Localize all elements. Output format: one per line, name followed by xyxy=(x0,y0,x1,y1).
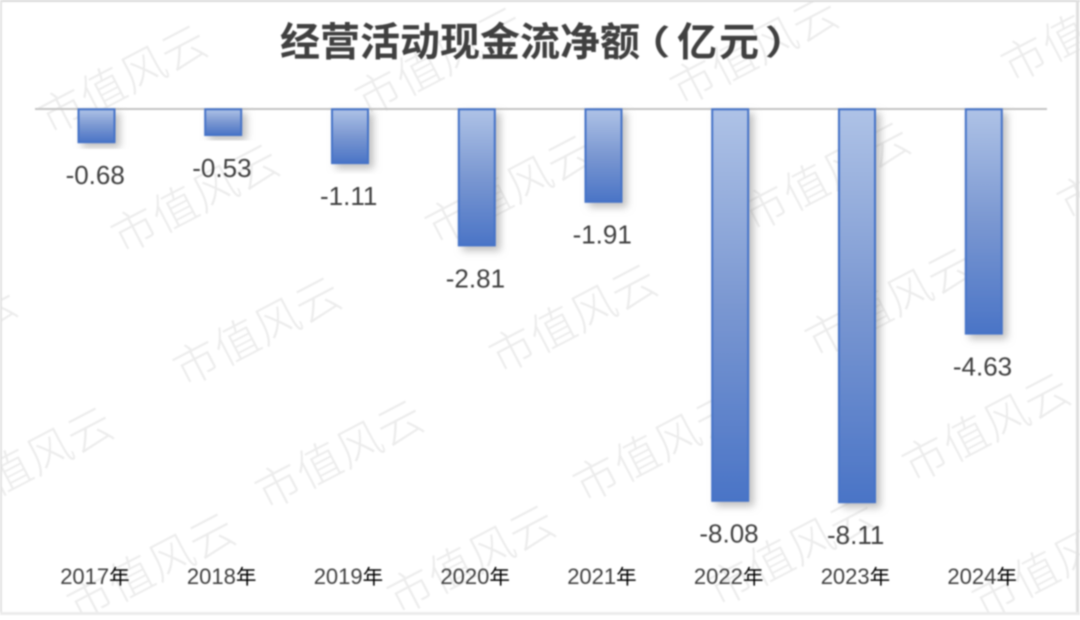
svg-text:-8.11: -8.11 xyxy=(827,520,884,550)
svg-text:-4.63: -4.63 xyxy=(953,352,1012,382)
svg-text:2017: 2017 xyxy=(60,564,109,589)
svg-text:-0.68: -0.68 xyxy=(66,160,125,190)
svg-text:-1.91: -1.91 xyxy=(573,220,632,250)
svg-text:2018: 2018 xyxy=(187,564,236,589)
svg-text:-2.81: -2.81 xyxy=(446,263,505,293)
svg-text:-8.08: -8.08 xyxy=(699,519,758,549)
svg-text:2024: 2024 xyxy=(947,564,996,589)
svg-text:2019: 2019 xyxy=(314,564,363,589)
svg-text:-0.53: -0.53 xyxy=(192,153,251,183)
svg-text:-1.11: -1.11 xyxy=(320,181,377,211)
svg-text:2022: 2022 xyxy=(694,564,743,589)
svg-text:2020: 2020 xyxy=(440,564,489,589)
svg-text:2021: 2021 xyxy=(567,564,616,589)
svg-text:2023: 2023 xyxy=(821,564,870,589)
